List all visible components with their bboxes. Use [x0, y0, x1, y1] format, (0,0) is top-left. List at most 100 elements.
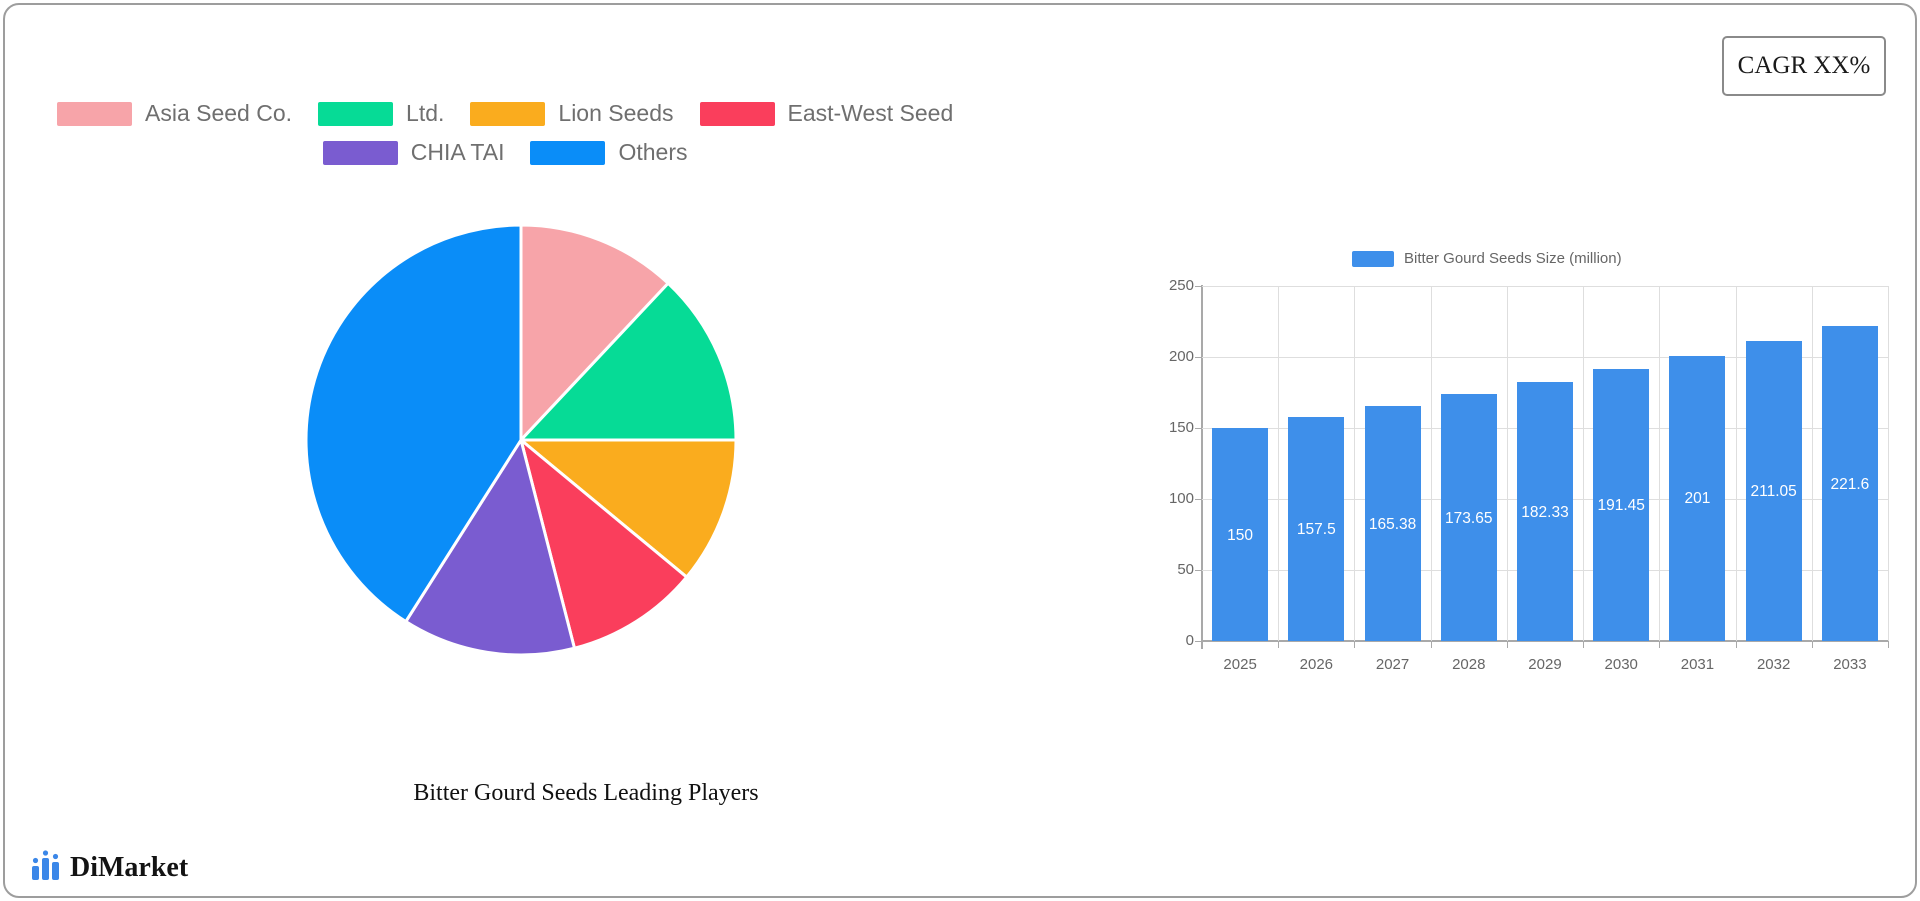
v-gridline	[1888, 286, 1889, 641]
y-axis-tick-label: 100	[1168, 490, 1194, 507]
v-gridline	[1811, 286, 1813, 641]
v-gridline	[1506, 286, 1508, 641]
y-axis-tick-label: 50	[1177, 561, 1194, 578]
bar-value-label: 191.45	[1597, 497, 1645, 515]
bar-value-label: 157.5	[1296, 521, 1336, 539]
pie-slice-4	[404, 438, 576, 657]
y-axis-line	[1201, 285, 1203, 649]
x-axis-tick	[1430, 642, 1432, 648]
legend-label: East-West Seed	[787, 100, 954, 126]
pie-legend-item: Others	[530, 139, 688, 166]
y-axis-tick-label: 0	[1185, 632, 1194, 649]
x-axis-label: 2025	[1223, 656, 1257, 673]
y-axis-tick	[1195, 357, 1201, 358]
x-axis-tick	[1659, 642, 1661, 648]
bar-2031: 201	[1669, 355, 1726, 641]
y-axis-tick-label: 250	[1168, 277, 1194, 294]
pie-legend-item: Lion Seeds	[470, 100, 674, 127]
v-gridline	[1735, 286, 1737, 641]
bar-2029: 182.33	[1517, 382, 1573, 641]
bar-value-label: 211.05	[1750, 483, 1797, 501]
brand-name: DiMarket	[70, 852, 189, 883]
legend-swatch	[530, 140, 606, 165]
legend-swatch	[699, 101, 775, 126]
pie-legend-item: East-West Seed	[699, 100, 954, 127]
y-axis-tick	[1195, 428, 1201, 429]
legend-swatch	[322, 140, 398, 165]
bar-2033: 221.6	[1821, 326, 1878, 641]
y-axis-tick	[1195, 286, 1201, 287]
bar-2027: 165.38	[1364, 406, 1421, 641]
pie-legend-row: CHIA TAI Others	[57, 139, 953, 166]
h-gridline	[1202, 286, 1888, 287]
bar-chart-plot: 0 50 100 150 200 250 150 2025 157.5 2026 165.38 202…	[1169, 277, 1889, 673]
x-axis-tick	[1354, 642, 1356, 648]
pie-legend: Asia Seed Co. Ltd. Lion Seeds East-West See…	[57, 100, 953, 166]
bar-value-label: 221.6	[1830, 475, 1870, 493]
v-gridline	[1430, 286, 1432, 641]
bar-legend-label: Bitter Gourd Seeds Size (million)	[1404, 250, 1622, 267]
bar-chart-logo-icon	[30, 850, 62, 882]
x-axis-label: 2029	[1528, 656, 1562, 673]
bar-value-label: 150	[1227, 526, 1254, 544]
cagr-badge: CAGR XX%	[1722, 36, 1886, 96]
x-axis-label: 2033	[1833, 656, 1867, 673]
x-axis-tick	[1735, 642, 1737, 648]
bar-2032: 211.05	[1745, 341, 1802, 641]
pie-chart	[304, 223, 738, 657]
legend-swatch	[318, 101, 394, 126]
pie-slice-2	[519, 438, 738, 579]
legend-label: Ltd.	[406, 100, 445, 126]
x-axis-label: 2028	[1452, 656, 1486, 673]
x-axis-label: 2030	[1604, 656, 1638, 673]
legend-swatch	[470, 101, 546, 126]
x-axis-tick	[1811, 642, 1813, 648]
x-axis-label: 2026	[1299, 656, 1334, 673]
pie-slice-5	[304, 223, 523, 624]
v-gridline	[1583, 286, 1585, 641]
v-gridline	[1354, 286, 1356, 641]
bar-2026: 157.5	[1288, 417, 1345, 641]
bar-2025: 150	[1212, 428, 1269, 641]
x-axis-line	[1201, 640, 1889, 642]
x-axis-label: 2032	[1756, 656, 1791, 673]
pie-legend-item: Ltd.	[318, 100, 444, 127]
legend-label: Asia Seed Co.	[145, 100, 293, 126]
bar-2028: 173.65	[1440, 394, 1497, 641]
pie-legend-item: Asia Seed Co.	[57, 100, 292, 127]
bar-2030: 191.45	[1593, 369, 1650, 641]
x-axis-label: 2027	[1375, 656, 1410, 673]
cagr-label: CAGR XX%	[1737, 52, 1871, 79]
pie-slice-0	[519, 223, 670, 442]
pie-title: Bitter Gourd Seeds Leading Players	[413, 780, 759, 806]
h-gridline	[1202, 357, 1888, 358]
y-axis-tick	[1195, 570, 1201, 571]
y-axis-tick	[1195, 641, 1201, 642]
legend-label: Others	[618, 139, 688, 165]
bar-value-label: 173.65	[1445, 509, 1493, 527]
bar-legend: Bitter Gourd Seeds Size (million)	[1352, 250, 1622, 267]
bar-value-label: 165.38	[1368, 515, 1417, 533]
x-axis-label: 2031	[1680, 656, 1715, 673]
v-gridline	[1659, 286, 1661, 641]
y-axis-tick-label: 150	[1168, 419, 1194, 436]
pie-slice-1	[519, 281, 738, 442]
bar-legend-swatch	[1352, 250, 1394, 267]
brand-logo: DiMarket	[30, 850, 188, 882]
y-axis-tick-label: 200	[1168, 348, 1194, 365]
y-axis-tick	[1195, 499, 1201, 500]
legend-label: Lion Seeds	[558, 100, 674, 126]
legend-swatch	[57, 101, 132, 126]
legend-label: CHIA TAI	[410, 139, 505, 165]
x-axis-tick	[1278, 642, 1280, 648]
x-axis-tick	[1888, 642, 1889, 648]
x-axis-tick	[1583, 642, 1585, 648]
v-gridline	[1278, 286, 1280, 641]
pie-legend-row: Asia Seed Co. Ltd. Lion Seeds East-West See…	[57, 100, 953, 127]
pie-legend-item: CHIA TAI	[322, 139, 505, 166]
bar-value-label: 201	[1684, 490, 1711, 508]
x-axis-tick	[1506, 642, 1508, 648]
x-axis-tick	[1202, 642, 1203, 648]
bar-value-label: 182.33	[1521, 503, 1569, 521]
